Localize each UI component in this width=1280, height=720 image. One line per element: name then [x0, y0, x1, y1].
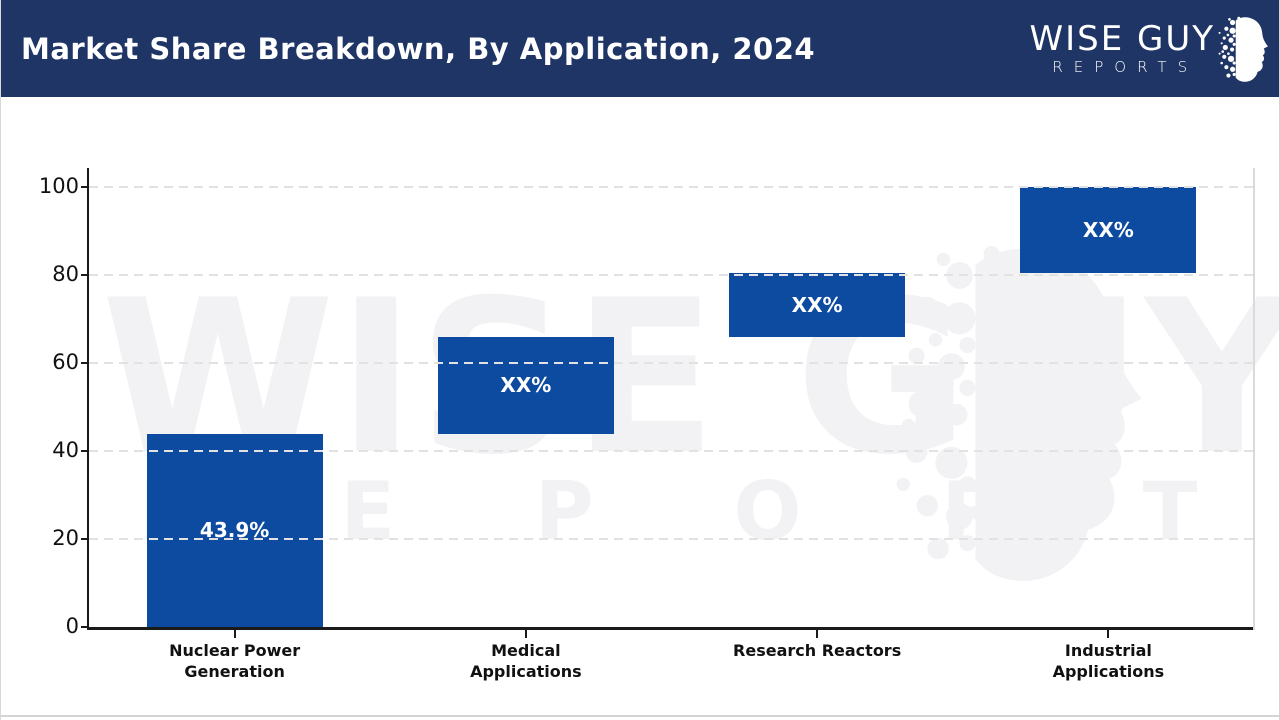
y-tick-mark [81, 362, 89, 364]
bar-value-label: XX% [791, 292, 843, 317]
bar-value-label: XX% [500, 373, 552, 398]
logo-wordmark: WISE GUY [1029, 18, 1215, 59]
y-tick-mark [81, 450, 89, 452]
gridline [89, 450, 1254, 452]
gridline [89, 362, 1254, 364]
bar: 43.9% [146, 433, 323, 627]
y-tick-label: 0 [65, 614, 79, 638]
y-tick-label: 80 [52, 262, 79, 286]
y-tick-mark [81, 626, 89, 628]
x-category-label: Nuclear Power Generation [169, 641, 301, 681]
watermark-head-icon [887, 246, 1142, 581]
right-spine [1253, 168, 1255, 630]
x-tick-mark [524, 630, 527, 638]
bar: XX% [729, 272, 906, 337]
y-tick-mark [81, 186, 89, 188]
y-tick-label: 100 [38, 174, 79, 198]
logo-head-icon [1218, 16, 1268, 82]
y-tick-label: 20 [52, 526, 79, 550]
chart-title: Market Share Breakdown, By Application, … [21, 31, 816, 66]
gridline [89, 186, 1254, 188]
x-category-label: Medical Applications [470, 641, 582, 681]
gridline [89, 274, 1254, 276]
y-axis-line [87, 168, 89, 629]
x-category-label: Industrial Applications [1052, 641, 1165, 681]
bar-value-label: XX% [1082, 217, 1134, 242]
x-category-label: Research Reactors [733, 641, 902, 660]
x-tick-mark [816, 630, 819, 638]
y-tick-label: 40 [52, 438, 79, 462]
x-axis-line [87, 627, 1254, 630]
logo-text: WISE GUY REPORTS [1029, 22, 1215, 76]
gridline [89, 538, 1254, 540]
bar: XX% [1020, 187, 1197, 273]
y-tick-mark [81, 538, 89, 540]
x-tick-mark [1107, 630, 1110, 638]
y-tick-mark [81, 274, 89, 276]
logo-subtext: REPORTS [1052, 57, 1199, 76]
header-bar: Market Share Breakdown, By Application, … [1, 0, 1279, 97]
bar: XX% [437, 336, 614, 434]
bottom-divider [1, 715, 1279, 717]
x-tick-mark [233, 630, 236, 638]
wiseguy-logo: WISE GUY REPORTS [1029, 11, 1269, 87]
y-tick-label: 60 [52, 350, 79, 374]
